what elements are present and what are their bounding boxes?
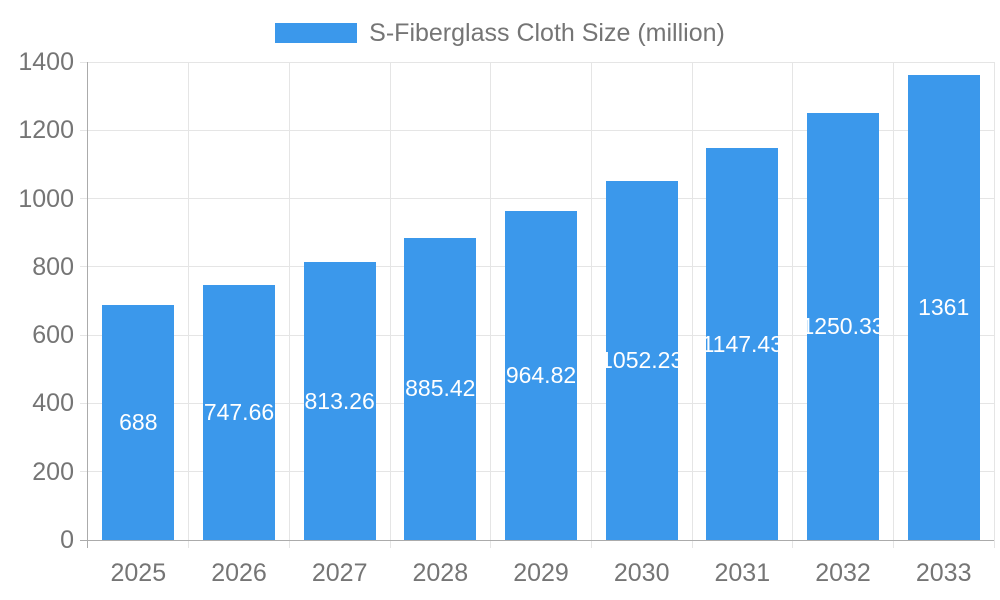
bar-value-label: 1052.23 [605, 346, 678, 373]
bar[interactable]: 813.26 [303, 262, 376, 540]
y-tick-label: 1400 [18, 48, 74, 76]
bar[interactable]: 688 [102, 305, 175, 540]
x-tick-label: 2033 [915, 559, 972, 587]
gridline-x [288, 62, 290, 548]
bar[interactable]: 747.66 [203, 284, 275, 540]
gridline-x [892, 62, 894, 548]
bar-value-label: 688 [119, 409, 158, 436]
bar-value-label: 747.66 [203, 398, 275, 425]
bar-value-label: 1250.33 [807, 313, 879, 340]
legend-item[interactable]: S-Fiberglass Cloth Size (million) [0, 17, 1000, 49]
gridline-y [80, 129, 994, 131]
x-tick-label: 2025 [110, 559, 167, 587]
gridline-x [691, 62, 693, 548]
bar[interactable]: 1361 [907, 75, 980, 540]
bar-value-label: 885.42 [405, 375, 476, 402]
gridline-y [80, 61, 994, 63]
y-tick-label: 0 [60, 526, 74, 554]
gridline-x [590, 62, 592, 548]
gridline-x [993, 62, 995, 548]
x-tick-label: 2026 [211, 559, 267, 587]
gridline-x [389, 62, 391, 548]
gridline-x [490, 62, 492, 548]
x-tick-label: 2028 [412, 559, 469, 587]
x-tick-label: 2032 [815, 559, 871, 587]
bar[interactable]: 1147.43 [706, 148, 779, 540]
y-axis-line [87, 62, 88, 548]
bar[interactable]: 1250.33 [807, 113, 879, 540]
bar[interactable]: 1052.23 [605, 180, 678, 540]
bar[interactable]: 964.82 [505, 210, 577, 540]
y-tick-label: 1200 [18, 116, 74, 145]
x-tick-label: 2031 [714, 559, 771, 587]
gridline-x [792, 62, 794, 548]
y-tick-label: 1000 [18, 184, 74, 213]
y-tick-label: 400 [32, 389, 74, 418]
y-tick-label: 800 [32, 252, 74, 281]
y-tick-label: 200 [32, 457, 74, 486]
x-tick-label: 2027 [311, 559, 368, 587]
legend-label: S-Fiberglass Cloth Size (million) [369, 18, 725, 47]
y-tick-label: 600 [32, 321, 74, 350]
x-tick-label: 2030 [613, 559, 670, 587]
bar-value-label: 813.26 [304, 387, 375, 414]
bar-value-label: 1361 [918, 294, 970, 321]
bar-value-label: 964.82 [505, 361, 577, 388]
bar[interactable]: 885.42 [404, 237, 477, 540]
gridline-y [80, 198, 994, 200]
x-axis-line [80, 539, 994, 541]
gridline-x [188, 62, 190, 548]
bar-value-label: 1147.43 [706, 330, 779, 357]
x-tick-label: 2029 [513, 559, 569, 587]
legend-swatch [275, 23, 358, 43]
